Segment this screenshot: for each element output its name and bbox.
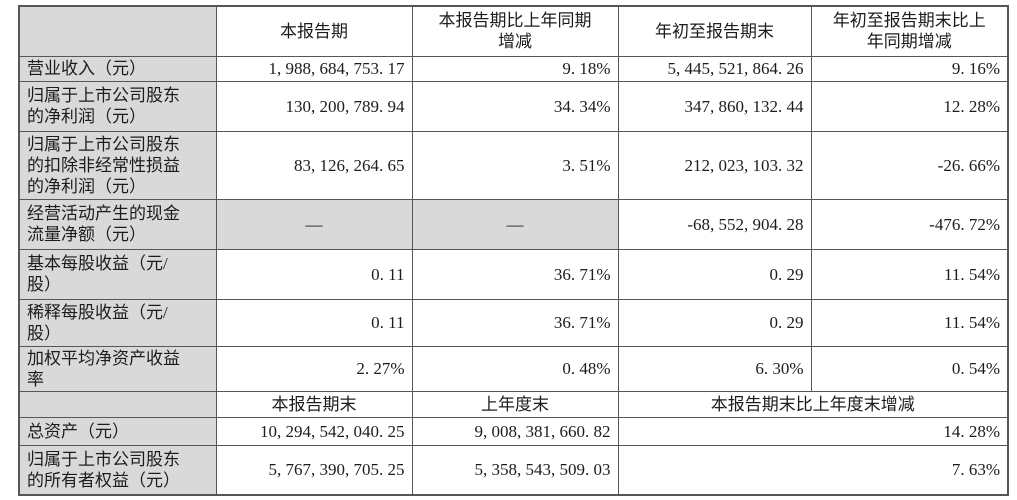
cell-ytd-yoy: 0. 54% <box>810 345 1009 392</box>
cell-current-period: 0. 11 <box>215 248 413 300</box>
cell-current-period-yoy: 36. 71% <box>411 298 619 347</box>
cell-prior-year-end: 5, 358, 543, 509. 03 <box>411 444 619 496</box>
cell-current-period-yoy: — <box>411 198 619 250</box>
cell-ytd-yoy: -476. 72% <box>810 198 1009 250</box>
table-row-basic-eps: 基本每股收益（元/ 股） 0. 11 36. 71% 0. 29 11. 54% <box>18 248 1009 300</box>
header-prior-year-end: 上年度末 <box>411 390 619 418</box>
cell-ytd: 347, 860, 132. 44 <box>617 80 812 132</box>
cell-current-period-yoy: 34. 34% <box>411 80 619 132</box>
cell-change: 14. 28% <box>617 416 1009 446</box>
cell-ytd-yoy: 11. 54% <box>810 298 1009 347</box>
table-row-total-assets: 总资产（元） 10, 294, 542, 040. 25 9, 008, 381… <box>18 416 1009 446</box>
row-label-text: 流量净额（元） <box>27 225 146 244</box>
header-corner-cell-2 <box>18 390 217 418</box>
header-ytd: 年初至报告期末 <box>617 5 812 57</box>
table-row-operating-cash-flow: 经营活动产生的现金 流量净额（元） — — -68, 552, 904. 28 … <box>18 198 1009 250</box>
row-label: 总资产（元） <box>18 416 217 446</box>
table-row-net-profit-deducted: 归属于上市公司股东 的扣除非经常性损益 的净利润（元） 83, 126, 264… <box>18 130 1009 200</box>
header-row-1: 本报告期 本报告期比上年同期 增减 年初至报告期末 年初至报告期末比上 年同期增… <box>18 5 1009 57</box>
cell-period-end: 10, 294, 542, 040. 25 <box>215 416 413 446</box>
row-label: 经营活动产生的现金 流量净额（元） <box>18 198 217 250</box>
row-label-text: 股） <box>27 323 61 343</box>
cell-ytd: 0. 29 <box>617 298 812 347</box>
row-label: 稀释每股收益（元/ 股） <box>18 298 217 347</box>
cell-ytd-yoy: 12. 28% <box>810 80 1009 132</box>
header-text: 本报告期 <box>280 21 348 41</box>
cell-current-period: 1, 988, 684, 753. 17 <box>215 55 413 82</box>
header-text: 本报告期比上年同期 <box>438 11 592 31</box>
cell-ytd: 0. 29 <box>617 248 812 300</box>
cell-current-period: 0. 11 <box>215 298 413 347</box>
cell-current-period: 2. 27% <box>215 345 413 392</box>
cell-current-period-yoy: 3. 51% <box>411 130 619 200</box>
cell-current-period: — <box>215 198 413 250</box>
row-label-text: 基本每股收益（元/ <box>27 254 168 273</box>
row-label-text: 稀释每股收益（元/ <box>27 302 168 322</box>
cell-ytd: 5, 445, 521, 864. 26 <box>617 55 812 82</box>
header-period-end-change: 本报告期末比上年度末增减 <box>617 390 1009 418</box>
row-label-text: 总资产（元） <box>27 421 129 441</box>
header-corner-cell-1 <box>18 5 217 57</box>
cell-ytd-yoy: 9. 16% <box>810 55 1009 82</box>
row-label-text: 率 <box>27 369 44 389</box>
table-row-revenue: 营业收入（元） 1, 988, 684, 753. 17 9. 18% 5, 4… <box>18 55 1009 82</box>
row-label: 归属于上市公司股东 的净利润（元） <box>18 80 217 132</box>
cell-change: 7. 63% <box>617 444 1009 496</box>
cell-current-period-yoy: 0. 48% <box>411 345 619 392</box>
row-label: 加权平均净资产收益 率 <box>18 345 217 392</box>
financial-summary-table: 本报告期 本报告期比上年同期 增减 年初至报告期末 年初至报告期末比上 年同期增… <box>18 5 1009 496</box>
cell-current-period-yoy: 9. 18% <box>411 55 619 82</box>
cell-prior-year-end: 9, 008, 381, 660. 82 <box>411 416 619 446</box>
header-text: 年同期增减 <box>866 32 952 52</box>
header-text: 年初至报告期末 <box>655 21 774 41</box>
header-period-end: 本报告期末 <box>215 390 413 418</box>
row-label: 归属于上市公司股东 的所有者权益（元） <box>18 444 217 496</box>
row-label-text: 的所有者权益（元） <box>27 470 180 490</box>
header-text: 增减 <box>498 32 532 52</box>
table-row-owners-equity: 归属于上市公司股东 的所有者权益（元） 5, 767, 390, 705. 25… <box>18 444 1009 496</box>
row-label: 基本每股收益（元/ 股） <box>18 248 217 300</box>
cell-current-period: 130, 200, 789. 94 <box>215 80 413 132</box>
cell-ytd-yoy: -26. 66% <box>810 130 1009 200</box>
table-row-diluted-eps: 稀释每股收益（元/ 股） 0. 11 36. 71% 0. 29 11. 54% <box>18 298 1009 347</box>
cell-period-end: 5, 767, 390, 705. 25 <box>215 444 413 496</box>
row-label: 归属于上市公司股东 的扣除非经常性损益 的净利润（元） <box>18 130 217 200</box>
header-ytd-yoy: 年初至报告期末比上 年同期增减 <box>810 5 1009 57</box>
cell-ytd: 212, 023, 103. 32 <box>617 130 812 200</box>
row-label-text: 归属于上市公司股东 <box>27 449 180 469</box>
cell-ytd-yoy: 11. 54% <box>810 248 1009 300</box>
cell-current-period: 83, 126, 264. 65 <box>215 130 413 200</box>
row-label-text: 的扣除非经常性损益 <box>27 155 180 175</box>
table-row-weighted-avg-roe: 加权平均净资产收益 率 2. 27% 0. 48% 6. 30% 0. 54% <box>18 345 1009 392</box>
cell-ytd: -68, 552, 904. 28 <box>617 198 812 250</box>
row-label-text: 归属于上市公司股东 <box>27 134 180 154</box>
row-label-text: 归属于上市公司股东 <box>27 86 180 105</box>
row-label-text: 经营活动产生的现金 <box>27 204 180 223</box>
header-text: 年初至报告期末比上 <box>832 11 986 31</box>
header-current-period-yoy: 本报告期比上年同期 增减 <box>411 5 619 57</box>
row-label: 营业收入（元） <box>18 55 217 82</box>
row-label-text: 营业收入（元） <box>27 59 146 78</box>
row-label-text: 的净利润（元） <box>27 176 146 196</box>
header-current-period: 本报告期 <box>215 5 413 57</box>
table-row-net-profit: 归属于上市公司股东 的净利润（元） 130, 200, 789. 94 34. … <box>18 80 1009 132</box>
row-label-text: 加权平均净资产收益 <box>27 348 180 368</box>
row-label-text: 股） <box>27 275 61 294</box>
cell-ytd: 6. 30% <box>617 345 812 392</box>
header-row-2: 本报告期末 上年度末 本报告期末比上年度末增减 <box>18 390 1009 418</box>
row-label-text: 的净利润（元） <box>27 107 146 126</box>
cell-current-period-yoy: 36. 71% <box>411 248 619 300</box>
